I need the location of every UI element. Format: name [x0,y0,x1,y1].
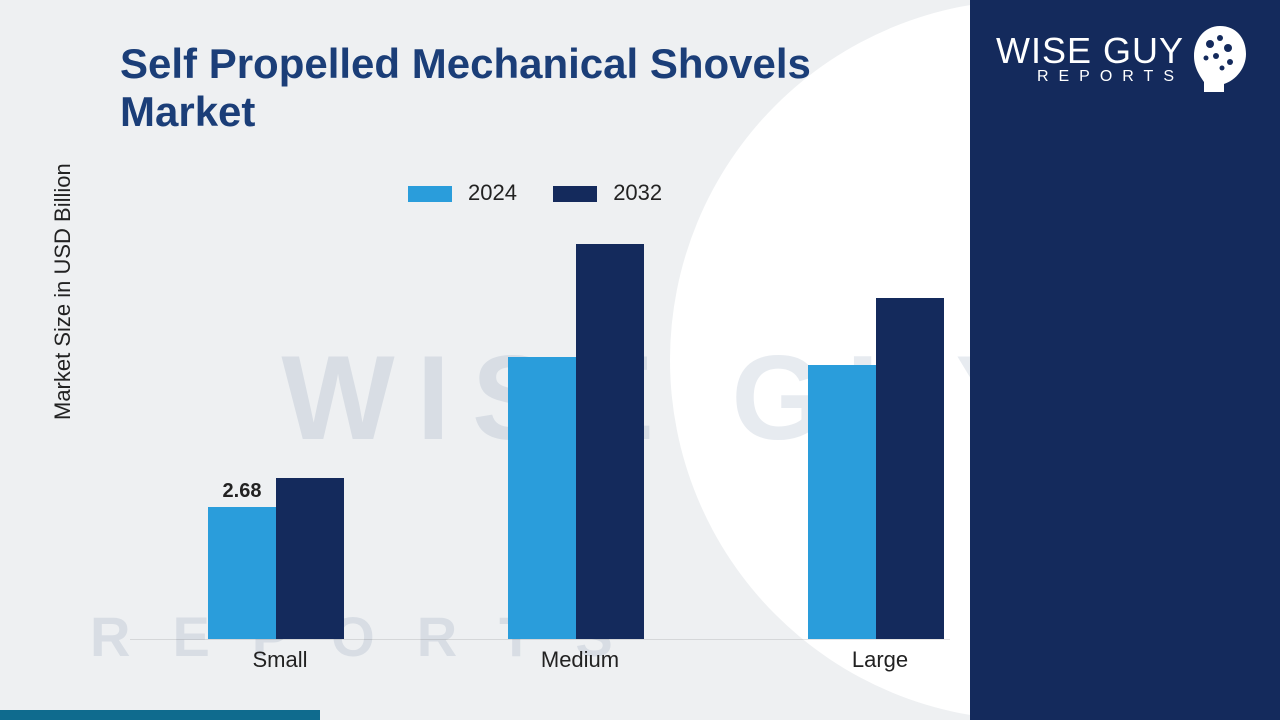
legend-swatch-2024 [408,186,452,202]
brand-head-icon [1190,24,1250,94]
legend-label-2032: 2032 [613,180,662,205]
chart-area: 2024 2032 Market Size in USD Billion 2.6… [70,180,970,680]
legend: 2024 2032 [70,180,970,206]
category-label: Medium [500,639,660,673]
brand-main: WISE GUY [996,30,1184,72]
legend-swatch-2032 [553,186,597,202]
page-root: WISE GUY REPORTS WISE GUY REPORTS Self P… [0,0,1280,720]
bar: 2.68 [208,507,276,639]
y-axis-label: Market Size in USD Billion [50,163,76,420]
bar [808,365,876,639]
legend-label-2024: 2024 [468,180,517,205]
chart-title: Self Propelled Mechanical Shovels Market [120,40,880,137]
bar [576,244,644,639]
brand-logo: WISE GUY REPORTS [996,30,1250,86]
bar [508,357,576,639]
footer-accent-bar [0,710,320,720]
plot-area: 2.68SmallMediumLarge [130,220,950,640]
bar-value-label: 2.68 [208,480,276,507]
bar [876,298,944,639]
bar [276,478,344,639]
category-label: Large [800,639,960,673]
category-label: Small [200,639,360,673]
side-panel [970,0,1280,720]
